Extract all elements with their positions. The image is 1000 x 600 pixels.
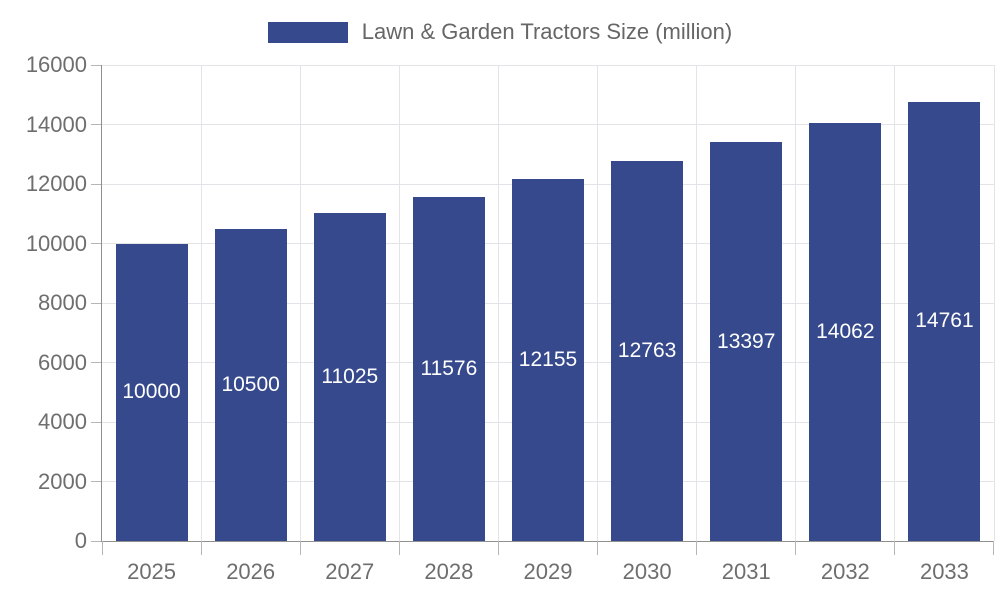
bar <box>710 142 783 541</box>
y-axis-label: 2000 <box>38 468 87 494</box>
gridline-vertical <box>696 65 698 541</box>
legend[interactable]: Lawn & Garden Tractors Size (million) <box>0 20 1000 44</box>
gridline-vertical <box>795 65 797 541</box>
y-axis-tick <box>91 540 101 542</box>
bar-value-label: 11576 <box>420 356 478 380</box>
gridline-vertical <box>894 65 896 541</box>
gridline-vertical <box>993 65 995 541</box>
bar <box>412 196 485 541</box>
y-axis-label: 16000 <box>25 52 87 77</box>
bar-value-label: 11025 <box>321 365 379 388</box>
x-axis-label: 2029 <box>523 559 573 584</box>
y-axis-tick <box>91 243 101 244</box>
x-axis-label: 2025 <box>127 559 177 584</box>
y-axis-tick <box>91 362 101 363</box>
y-axis-label: 6000 <box>38 349 87 375</box>
gridline-vertical <box>398 65 400 541</box>
gridline-horizontal <box>102 64 994 66</box>
legend-swatch <box>267 21 348 43</box>
x-axis-label: 2028 <box>424 559 474 584</box>
bar <box>611 161 684 541</box>
x-axis-tick <box>101 541 103 555</box>
bar-value-label: 12763 <box>617 339 677 363</box>
bar <box>214 228 287 541</box>
x-axis-tick <box>696 541 698 555</box>
legend-label: Lawn & Garden Tractors Size (million) <box>361 19 733 44</box>
x-axis-tick <box>992 541 994 555</box>
x-axis-tick <box>398 541 400 555</box>
y-axis-label: 14000 <box>25 111 87 137</box>
bar-value-label: 12155 <box>518 348 578 372</box>
y-axis-tick <box>91 481 101 482</box>
bar <box>809 122 882 541</box>
plot-area: 0 2000 4000 6000 8000 10000 12000 14000 16000 100… <box>26 52 995 584</box>
y-axis-label: 0 <box>74 528 87 553</box>
y-axis-label: 12000 <box>25 171 87 196</box>
x-axis-tick <box>894 541 896 555</box>
y-axis-tick <box>91 421 101 423</box>
x-axis-tick <box>497 541 499 555</box>
gridline-vertical <box>497 65 499 541</box>
x-axis-tick <box>795 541 797 555</box>
y-axis-label: 8000 <box>38 290 87 315</box>
bar-value-label: 13397 <box>717 329 776 353</box>
y-axis-tick <box>91 64 101 66</box>
x-axis-label: 2027 <box>325 559 375 584</box>
bar <box>512 179 584 541</box>
x-axis-tick <box>597 541 599 555</box>
bar <box>313 213 386 541</box>
bar-value-label: 10000 <box>122 380 181 404</box>
gridline-horizontal <box>102 124 994 125</box>
y-axis-label: 10000 <box>25 230 87 256</box>
x-axis-label: 2030 <box>622 559 672 584</box>
bar <box>115 243 188 541</box>
gridline-vertical <box>597 65 599 541</box>
bar <box>908 101 981 541</box>
y-axis-label: 4000 <box>38 409 87 434</box>
x-axis-label: 2032 <box>820 559 870 584</box>
bar-value-label: 10500 <box>221 372 280 396</box>
bar-value-label: 14062 <box>816 319 875 343</box>
x-axis-label: 2031 <box>721 559 771 584</box>
bar-value-label: 14761 <box>915 309 974 333</box>
x-axis-tick <box>200 541 202 555</box>
gridline-vertical <box>299 65 301 541</box>
x-axis-label: 2026 <box>226 559 276 584</box>
y-axis-tick <box>91 183 101 185</box>
gridline-vertical <box>200 65 202 541</box>
x-axis-tick <box>299 541 301 555</box>
y-axis-tick <box>91 302 101 304</box>
x-axis-label: 2033 <box>919 559 969 584</box>
y-axis-tick <box>91 124 101 125</box>
